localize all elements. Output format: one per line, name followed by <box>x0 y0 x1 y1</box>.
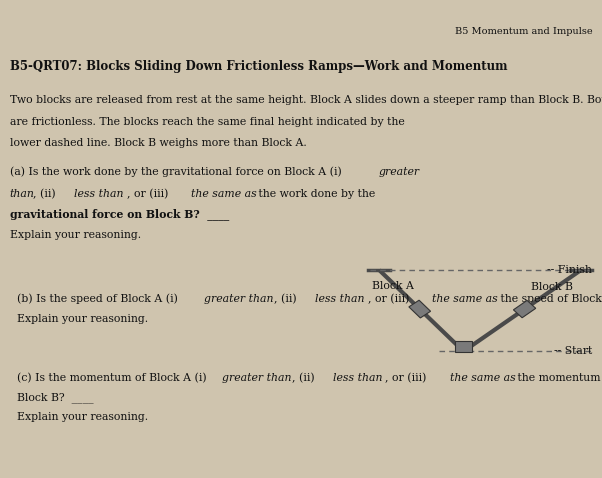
Text: Block B?  ____: Block B? ____ <box>17 392 93 403</box>
Text: less than: less than <box>74 189 123 198</box>
Polygon shape <box>409 300 430 318</box>
Text: the work done by the: the work done by the <box>255 189 376 198</box>
Text: , (ii): , (ii) <box>33 188 59 199</box>
Text: the same as: the same as <box>450 373 515 382</box>
Text: (c) Is the momentum of Block A (i): (c) Is the momentum of Block A (i) <box>17 372 210 383</box>
Text: Two blocks are released from rest at the same height. Block A slides down a stee: Two blocks are released from rest at the… <box>10 96 602 105</box>
Text: -- Start: -- Start <box>554 347 592 356</box>
Text: the speed of Block B? ____: the speed of Block B? ____ <box>497 293 602 304</box>
Text: greater than: greater than <box>204 294 273 304</box>
Text: , or (iii): , or (iii) <box>126 188 172 199</box>
Text: the same as: the same as <box>432 294 498 304</box>
Text: Block A: Block A <box>371 281 414 291</box>
Text: , or (iii): , or (iii) <box>385 372 430 383</box>
Text: Explain your reasoning.: Explain your reasoning. <box>10 230 141 240</box>
Text: the same as: the same as <box>191 189 256 198</box>
Polygon shape <box>514 300 536 318</box>
Text: the momentum of: the momentum of <box>514 373 602 382</box>
Text: gravitational force on Block B?  ____: gravitational force on Block B? ____ <box>10 208 229 220</box>
Text: than: than <box>10 189 34 198</box>
Text: (b) Is the speed of Block A (i): (b) Is the speed of Block A (i) <box>17 293 181 304</box>
Text: are frictionless. The blocks reach the same final height indicated by the: are frictionless. The blocks reach the s… <box>10 117 405 127</box>
Text: B5-QRT07: Blocks Sliding Down Frictionless Ramps—Work and Momentum: B5-QRT07: Blocks Sliding Down Frictionle… <box>10 60 507 74</box>
Text: greater: greater <box>378 167 420 177</box>
Text: greater than: greater than <box>222 373 291 382</box>
Text: , (ii): , (ii) <box>292 372 318 383</box>
Text: Explain your reasoning.: Explain your reasoning. <box>17 314 148 324</box>
Text: less than: less than <box>333 373 382 382</box>
Text: lower dashed line. Block B weighs more than Block A.: lower dashed line. Block B weighs more t… <box>10 139 306 148</box>
Text: , (ii): , (ii) <box>275 293 300 304</box>
Text: Explain your reasoning.: Explain your reasoning. <box>17 413 148 422</box>
Text: less than: less than <box>315 294 365 304</box>
Text: B5 Momentum and Impulse: B5 Momentum and Impulse <box>455 27 593 35</box>
Text: (a) Is the work done by the gravitational force on Block A (i): (a) Is the work done by the gravitationa… <box>10 167 345 177</box>
Text: , or (iii): , or (iii) <box>368 293 413 304</box>
Text: Block B: Block B <box>530 282 573 293</box>
Polygon shape <box>455 341 472 352</box>
Text: -- Finish: -- Finish <box>547 265 592 275</box>
